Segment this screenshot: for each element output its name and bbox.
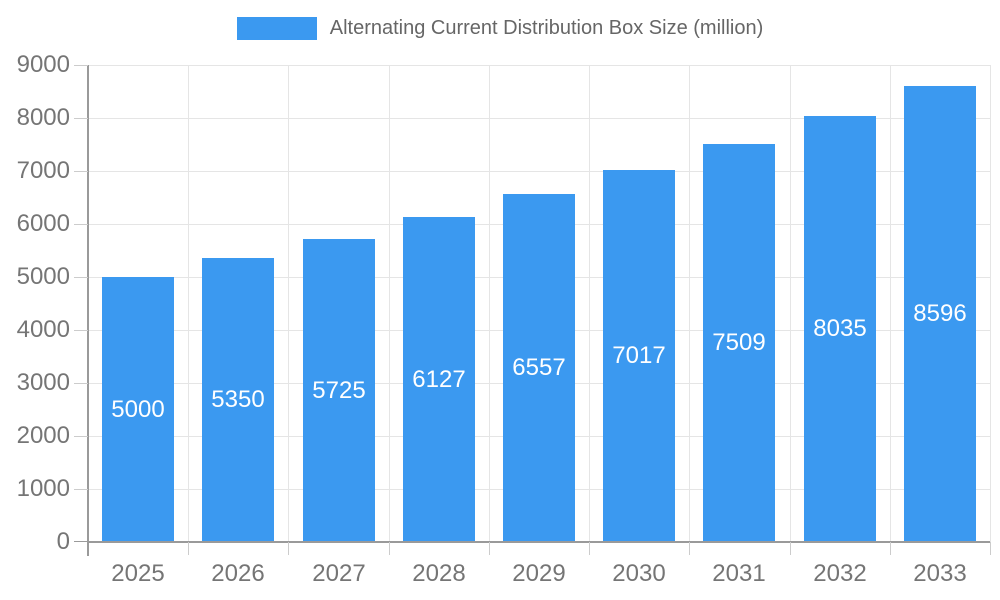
bar-value-label: 5350 xyxy=(211,386,265,413)
bar-value-label: 8596 xyxy=(913,300,967,327)
bar-value-label: 5725 xyxy=(312,376,366,404)
y-tick-label: 8000 xyxy=(16,104,70,131)
x-tick-mark xyxy=(589,542,590,555)
x-tick-label: 2033 xyxy=(913,560,967,587)
bar[interactable]: 5350 xyxy=(202,258,274,542)
bar[interactable]: 7509 xyxy=(703,144,775,542)
bar[interactable]: 5725 xyxy=(303,239,375,542)
bar[interactable]: 8035 xyxy=(804,116,876,542)
y-tick-mark xyxy=(74,489,88,490)
x-tick-label: 2029 xyxy=(512,560,566,587)
y-tick-label: 0 xyxy=(56,528,70,555)
y-tick-label: 4000 xyxy=(16,316,70,343)
y-tick-mark xyxy=(74,383,88,384)
y-tick-label: 6000 xyxy=(16,210,70,237)
vertical-gridline xyxy=(890,65,891,542)
vertical-gridline xyxy=(689,65,690,542)
y-tick-label: 3000 xyxy=(16,369,70,396)
x-tick-mark xyxy=(689,542,690,555)
x-tick-mark xyxy=(489,542,490,555)
bar[interactable]: 6127 xyxy=(403,217,475,542)
x-axis-line xyxy=(88,541,990,543)
horizontal-gridline xyxy=(88,65,990,66)
y-axis-line xyxy=(87,65,89,556)
y-tick-mark xyxy=(74,118,88,119)
vertical-gridline xyxy=(389,65,390,542)
legend[interactable]: Alternating Current Distribution Box Siz… xyxy=(0,17,1000,40)
horizontal-gridline xyxy=(88,118,990,119)
y-tick-mark xyxy=(74,65,88,66)
x-tick-mark xyxy=(890,542,891,555)
y-tick-label: 9000 xyxy=(16,51,70,78)
x-tick-mark xyxy=(188,542,189,555)
bar-value-label: 7017 xyxy=(612,342,666,369)
plot-area: 5000 5350 5725 6127 6557 7017 7509 8035 8596 xyxy=(74,65,991,556)
vertical-gridline xyxy=(589,65,590,542)
bar-value-label: 7509 xyxy=(712,329,766,356)
bar[interactable]: 8596 xyxy=(904,86,976,542)
bar[interactable]: 6557 xyxy=(503,194,575,542)
x-tick-label: 2028 xyxy=(412,560,466,587)
x-tick-mark xyxy=(288,542,289,555)
y-tick-mark xyxy=(74,330,88,331)
x-tick-label: 2032 xyxy=(813,560,867,587)
x-tick-label: 2025 xyxy=(111,560,165,587)
y-tick-mark xyxy=(74,171,88,172)
legend-swatch xyxy=(236,17,317,40)
y-tick-label: 1000 xyxy=(16,475,70,502)
vertical-gridline xyxy=(790,65,791,542)
bar[interactable]: 5000 xyxy=(102,277,174,542)
y-tick-mark xyxy=(74,224,88,225)
vertical-gridline xyxy=(188,65,189,542)
x-tick-label: 2026 xyxy=(211,560,265,587)
x-tick-mark xyxy=(790,542,791,555)
bar-value-label: 5000 xyxy=(111,395,165,423)
y-tick-mark xyxy=(74,277,88,278)
bar-value-label: 8035 xyxy=(813,315,867,342)
y-tick-mark xyxy=(74,436,88,437)
y-tick-label: 5000 xyxy=(16,263,70,290)
bar-value-label: 6557 xyxy=(512,354,566,381)
horizontal-gridline xyxy=(88,171,990,172)
y-tick-label: 2000 xyxy=(16,422,70,449)
x-tick-mark xyxy=(389,542,390,555)
bar-value-label: 6127 xyxy=(412,365,466,393)
x-tick-label: 2030 xyxy=(612,560,666,587)
legend-label: Alternating Current Distribution Box Siz… xyxy=(329,17,764,39)
x-tick-label: 2031 xyxy=(712,560,766,587)
vertical-gridline xyxy=(990,65,991,542)
y-tick-label: 7000 xyxy=(16,157,70,184)
vertical-gridline xyxy=(288,65,289,542)
bar[interactable]: 7017 xyxy=(603,170,675,542)
x-tick-label: 2027 xyxy=(312,560,366,587)
x-tick-mark xyxy=(990,542,991,555)
vertical-gridline xyxy=(489,65,490,542)
y-tick-mark xyxy=(74,541,88,542)
